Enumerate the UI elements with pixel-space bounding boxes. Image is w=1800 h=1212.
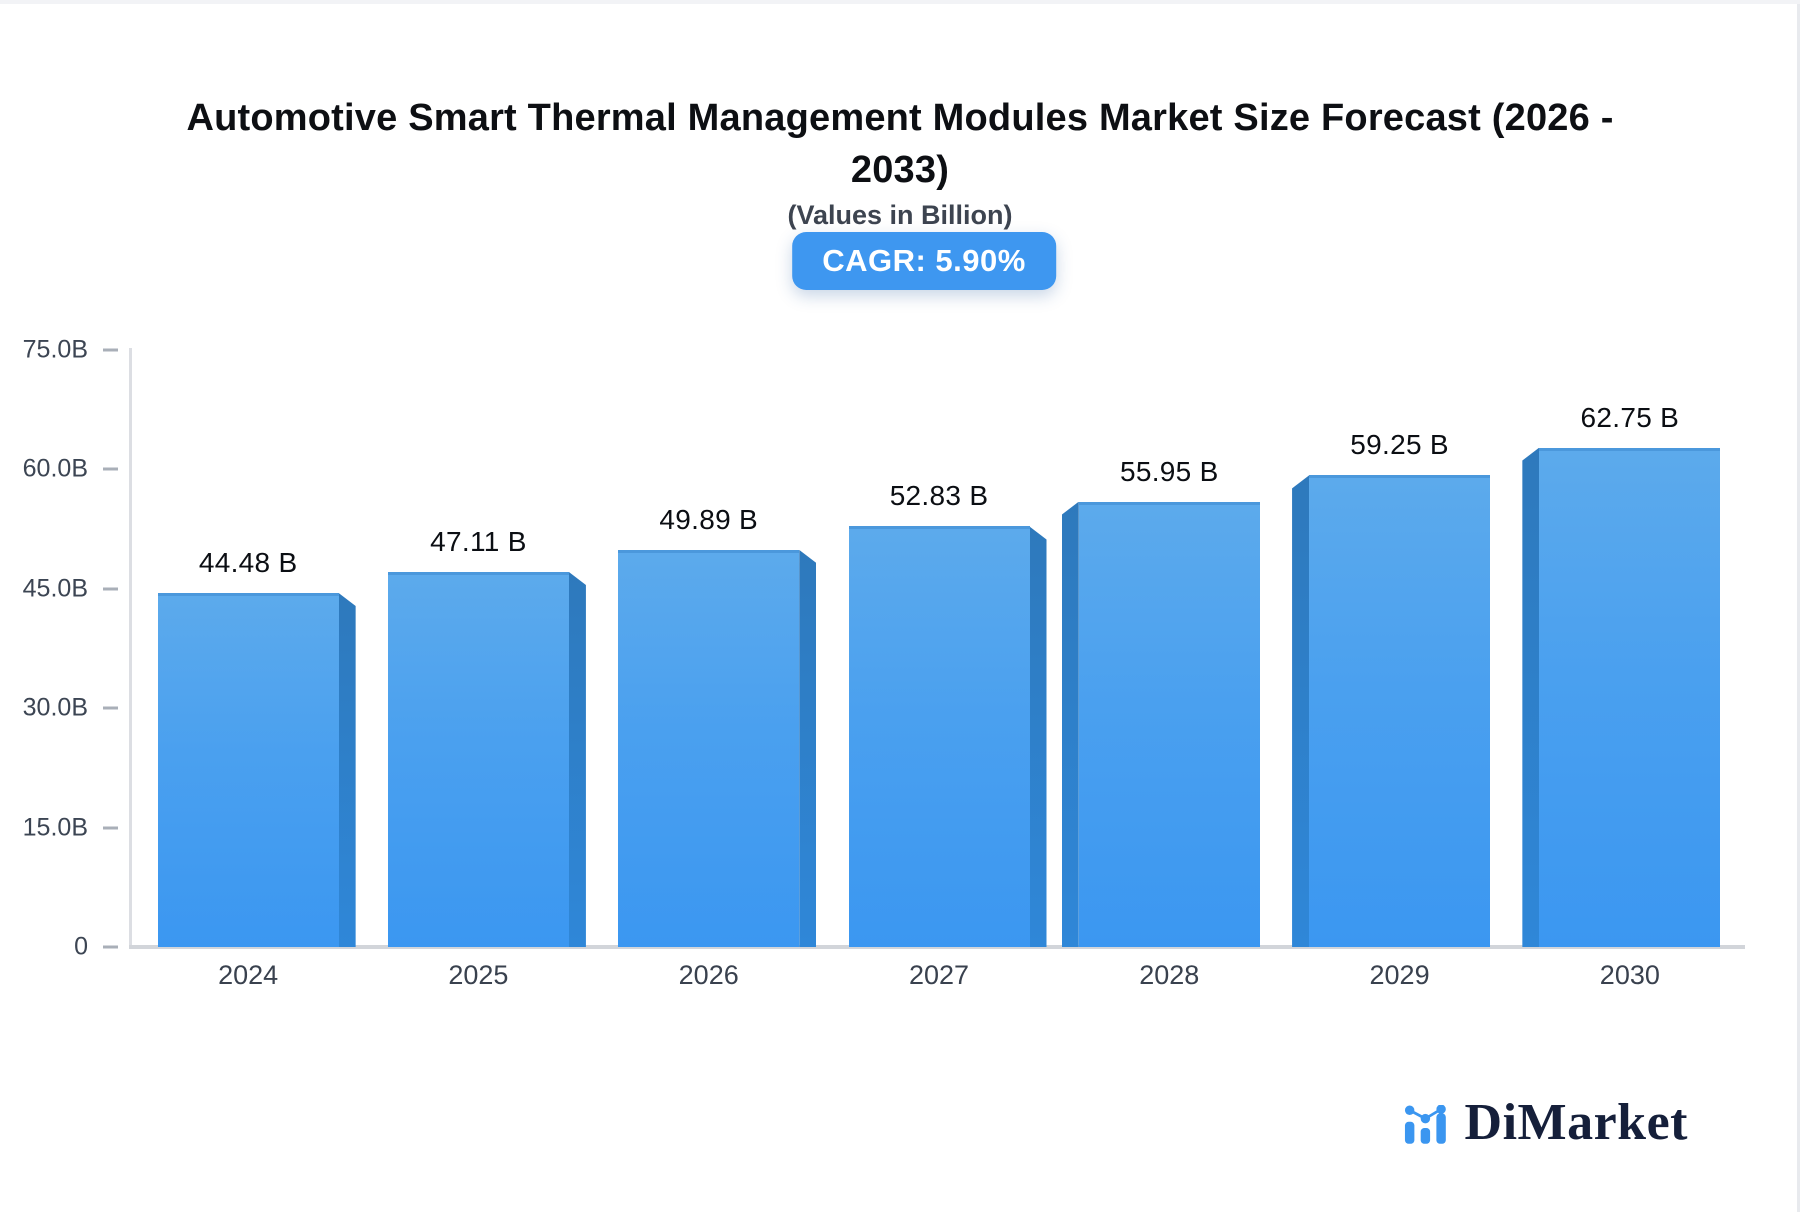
bar-2026[interactable] [618,549,800,947]
title-line-2: 2033) [850,149,950,191]
bar-2027[interactable] [848,526,1030,947]
x-tick-label: 2025 [448,960,509,990]
y-tick-dash [103,348,118,352]
bar-value-label: 59.25 B [1350,429,1449,461]
x-tick-label: 2026 [678,960,739,990]
title-line-1: Automotive Smart Thermal Management Modu… [186,97,1614,139]
bar-value-label: 52.83 B [889,480,989,512]
bar-2024[interactable] [157,592,339,947]
x-axis-line [129,945,1745,949]
bar-side [1522,447,1540,947]
bar-value-label: 55.95 B [1119,455,1219,487]
chart-subtitle: (Values in Billion) [787,200,1013,230]
bar-2025[interactable] [387,572,569,947]
bar-side [1061,501,1079,947]
bar-value-label: 44.48 B [198,546,298,578]
bar-side [1292,475,1310,947]
y-tick-label: 15.0B [22,813,88,842]
y-tick-dash [103,826,118,830]
brand-logo: DiMarket [1403,1097,1688,1149]
bar-side [338,592,356,947]
bar-2030[interactable] [1539,447,1721,947]
bar-side [1029,526,1047,947]
y-tick-dash [103,706,118,710]
bar-2028[interactable] [1078,501,1260,947]
x-tick-label: 2024 [218,960,279,990]
y-tick-label: 30.0B [22,693,88,722]
bar-side [799,549,817,947]
bar-value-label: 49.89 B [659,503,759,535]
x-tick-label: 2028 [1139,960,1200,990]
bar-value-label: 62.75 B [1580,401,1680,433]
y-tick-label: 75.0B [22,335,88,364]
bar-2029[interactable] [1309,475,1491,947]
y-tick-label: 0 [74,932,88,961]
page-title: Automotive Smart Thermal Management Modu… [0,92,1800,196]
y-tick-dash [103,467,118,471]
brand-name: DiMarket [1464,1094,1688,1151]
bar-value-label: 47.11 B [430,526,527,557]
y-tick-label: 45.0B [22,574,88,603]
y-tick-dash [103,587,118,591]
x-tick-label: 2030 [1599,960,1660,990]
x-tick-label: 2027 [908,960,970,990]
y-tick-label: 60.0B [22,454,88,483]
bar-line-chart-icon [1404,1105,1446,1144]
bar-side [568,572,586,947]
x-tick-label: 2029 [1369,960,1430,990]
cagr-badge: CAGR: 5.90% [792,232,1056,290]
y-tick-dash [103,945,118,949]
y-axis-line [129,348,132,949]
